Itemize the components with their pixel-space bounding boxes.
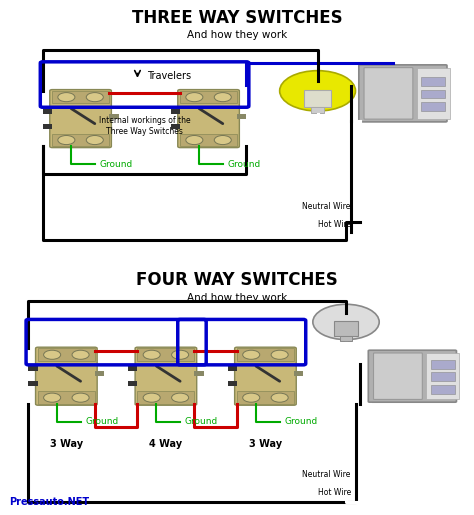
Bar bbox=[340, 336, 352, 341]
Circle shape bbox=[271, 350, 288, 359]
Bar bbox=[52, 91, 109, 104]
Text: Ground: Ground bbox=[100, 160, 133, 168]
Text: Ground: Ground bbox=[85, 417, 118, 426]
Circle shape bbox=[172, 350, 189, 359]
Bar bbox=[38, 391, 95, 404]
Circle shape bbox=[86, 93, 103, 101]
Bar bbox=[237, 391, 294, 404]
Bar bbox=[52, 134, 109, 146]
Circle shape bbox=[313, 304, 379, 339]
Bar bbox=[431, 360, 455, 369]
Bar bbox=[109, 114, 118, 118]
Bar bbox=[128, 366, 137, 371]
Circle shape bbox=[243, 393, 260, 402]
Text: Travelers: Travelers bbox=[147, 71, 191, 81]
Text: THREE WAY SWITCHES: THREE WAY SWITCHES bbox=[132, 9, 342, 27]
Circle shape bbox=[243, 350, 260, 359]
Text: Hot Wire: Hot Wire bbox=[318, 488, 351, 497]
Circle shape bbox=[58, 93, 75, 101]
FancyBboxPatch shape bbox=[359, 65, 447, 122]
Circle shape bbox=[186, 93, 203, 101]
Circle shape bbox=[186, 135, 203, 145]
Circle shape bbox=[44, 393, 61, 402]
Text: 3 Way: 3 Way bbox=[249, 439, 282, 450]
Bar bbox=[228, 366, 237, 371]
Bar bbox=[28, 366, 38, 371]
Bar bbox=[137, 391, 194, 404]
Text: Internal workings of the
Three Way Switches: Internal workings of the Three Way Switc… bbox=[99, 116, 191, 136]
Text: Hot Wire: Hot Wire bbox=[318, 220, 351, 229]
Bar bbox=[417, 68, 450, 118]
Bar bbox=[128, 381, 137, 386]
Bar bbox=[421, 77, 445, 86]
Bar bbox=[228, 381, 237, 386]
FancyBboxPatch shape bbox=[135, 347, 197, 405]
Circle shape bbox=[44, 350, 61, 359]
Bar bbox=[431, 372, 455, 381]
FancyBboxPatch shape bbox=[364, 67, 413, 119]
Text: Ground: Ground bbox=[228, 160, 261, 168]
Circle shape bbox=[58, 135, 75, 145]
Text: FOUR WAY SWITCHES: FOUR WAY SWITCHES bbox=[136, 271, 338, 289]
Bar bbox=[311, 107, 324, 113]
Text: 3 Way: 3 Way bbox=[50, 439, 83, 450]
Text: And how they work: And how they work bbox=[187, 293, 287, 303]
Bar bbox=[194, 371, 204, 376]
Bar bbox=[28, 381, 38, 386]
Circle shape bbox=[172, 393, 189, 402]
Bar bbox=[180, 91, 237, 104]
Text: Pressauto.NET: Pressauto.NET bbox=[9, 497, 90, 507]
Bar bbox=[294, 371, 303, 376]
Bar bbox=[304, 90, 331, 107]
Text: 4 Way: 4 Way bbox=[149, 439, 182, 450]
Bar bbox=[426, 353, 459, 399]
Text: Neutral Wire: Neutral Wire bbox=[302, 202, 351, 212]
Bar bbox=[431, 385, 455, 394]
Bar bbox=[43, 124, 52, 129]
Circle shape bbox=[271, 393, 288, 402]
Bar bbox=[171, 109, 180, 114]
Bar bbox=[237, 349, 294, 361]
FancyBboxPatch shape bbox=[178, 90, 239, 148]
Circle shape bbox=[86, 135, 103, 145]
Circle shape bbox=[143, 393, 160, 402]
Circle shape bbox=[72, 393, 89, 402]
Circle shape bbox=[143, 350, 160, 359]
Bar bbox=[421, 90, 445, 98]
Bar bbox=[237, 114, 246, 118]
Bar bbox=[43, 109, 52, 114]
Bar bbox=[180, 134, 237, 146]
Text: And how they work: And how they work bbox=[187, 30, 287, 40]
Circle shape bbox=[214, 135, 231, 145]
Circle shape bbox=[72, 350, 89, 359]
Bar bbox=[95, 371, 104, 376]
Bar bbox=[334, 321, 358, 336]
Text: Ground: Ground bbox=[284, 417, 318, 426]
FancyBboxPatch shape bbox=[50, 90, 111, 148]
Circle shape bbox=[280, 71, 356, 111]
Bar bbox=[171, 124, 180, 129]
Text: Neutral Wire: Neutral Wire bbox=[302, 470, 351, 479]
Bar bbox=[38, 349, 95, 361]
FancyBboxPatch shape bbox=[235, 347, 296, 405]
Bar bbox=[137, 349, 194, 361]
Circle shape bbox=[214, 93, 231, 101]
FancyBboxPatch shape bbox=[368, 350, 456, 402]
Bar bbox=[421, 102, 445, 111]
FancyBboxPatch shape bbox=[36, 347, 97, 405]
FancyBboxPatch shape bbox=[374, 353, 422, 400]
Text: Ground: Ground bbox=[185, 417, 218, 426]
